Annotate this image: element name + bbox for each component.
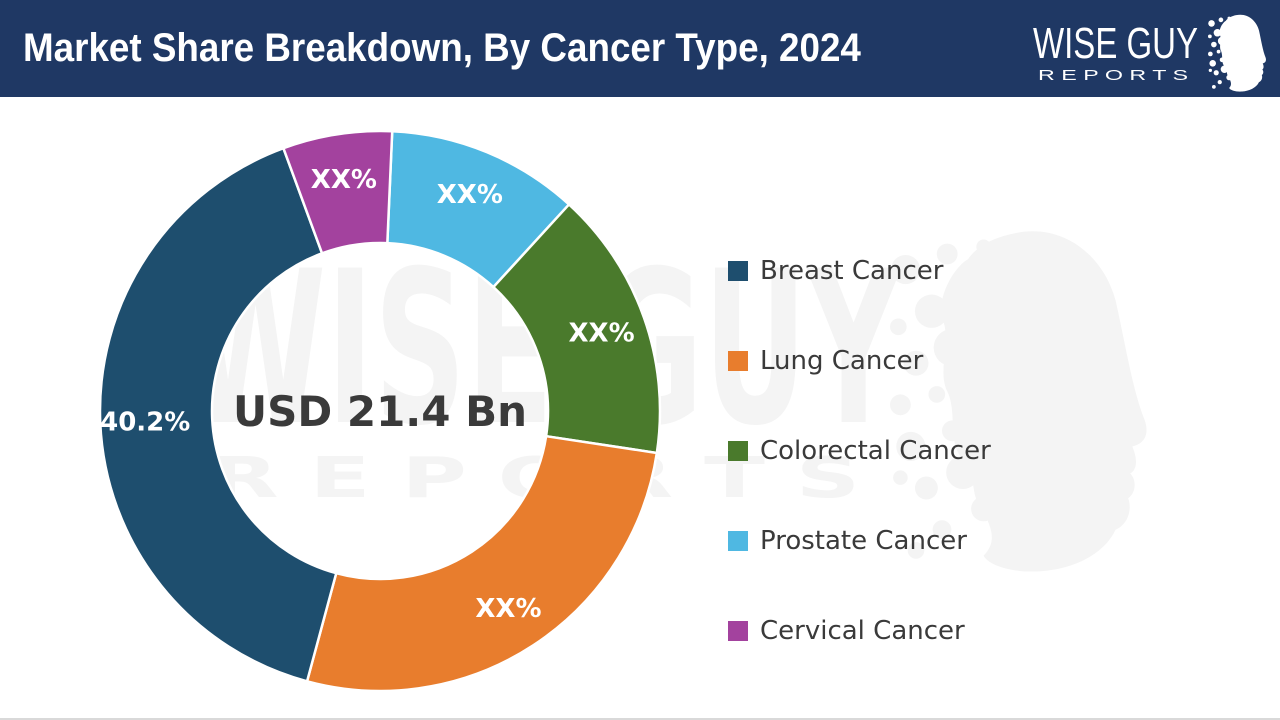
wise-guy-reports-logo: WISE GUY R E P O R T S	[1033, 14, 1266, 92]
bottom-divider	[0, 718, 1280, 720]
legend-label-colorectal-cancer: Colorectal Cancer	[760, 436, 991, 466]
legend-item-prostate-cancer: Prostate Cancer	[728, 526, 991, 556]
slice-label-breast-cancer: 40.2%	[100, 407, 190, 437]
legend-swatch-cervical-cancer	[728, 621, 748, 641]
slice-label-colorectal-cancer: XX%	[568, 319, 634, 349]
slice-label-prostate-cancer: XX%	[437, 180, 503, 210]
legend-swatch-breast-cancer	[728, 261, 748, 281]
donut-slice-cervical-cancer	[282, 129, 394, 255]
donut-center-value: USD 21.4 Bn	[233, 387, 527, 436]
slice-label-lung-cancer: XX%	[475, 594, 541, 624]
legend-label-prostate-cancer: Prostate Cancer	[760, 526, 967, 556]
legend: Breast Cancer Lung Cancer Colorectal Cance…	[728, 256, 991, 706]
logo-text-line1: WISE GUY	[1033, 19, 1198, 68]
donut-slice-lung-cancer	[305, 434, 659, 693]
legend-swatch-lung-cancer	[728, 351, 748, 371]
slice-label-cervical-cancer: XX%	[311, 165, 377, 195]
legend-item-lung-cancer: Lung Cancer	[728, 346, 991, 376]
legend-swatch-colorectal-cancer	[728, 441, 748, 461]
donut-slice-breast-cancer	[98, 146, 338, 683]
logo-text-line2: R E P O R T S	[1038, 67, 1188, 84]
page-title: Market Share Breakdown, By Cancer Type, …	[23, 26, 861, 70]
logo-face-icon	[1208, 14, 1266, 92]
legend-item-colorectal-cancer: Colorectal Cancer	[728, 436, 991, 466]
legend-label-breast-cancer: Breast Cancer	[760, 256, 944, 286]
legend-label-cervical-cancer: Cervical Cancer	[760, 616, 965, 646]
legend-item-breast-cancer: Breast Cancer	[728, 256, 991, 286]
header: Market Share Breakdown, By Cancer Type, …	[0, 0, 1280, 97]
legend-label-lung-cancer: Lung Cancer	[760, 346, 924, 376]
legend-item-cervical-cancer: Cervical Cancer	[728, 616, 991, 646]
legend-swatch-prostate-cancer	[728, 531, 748, 551]
